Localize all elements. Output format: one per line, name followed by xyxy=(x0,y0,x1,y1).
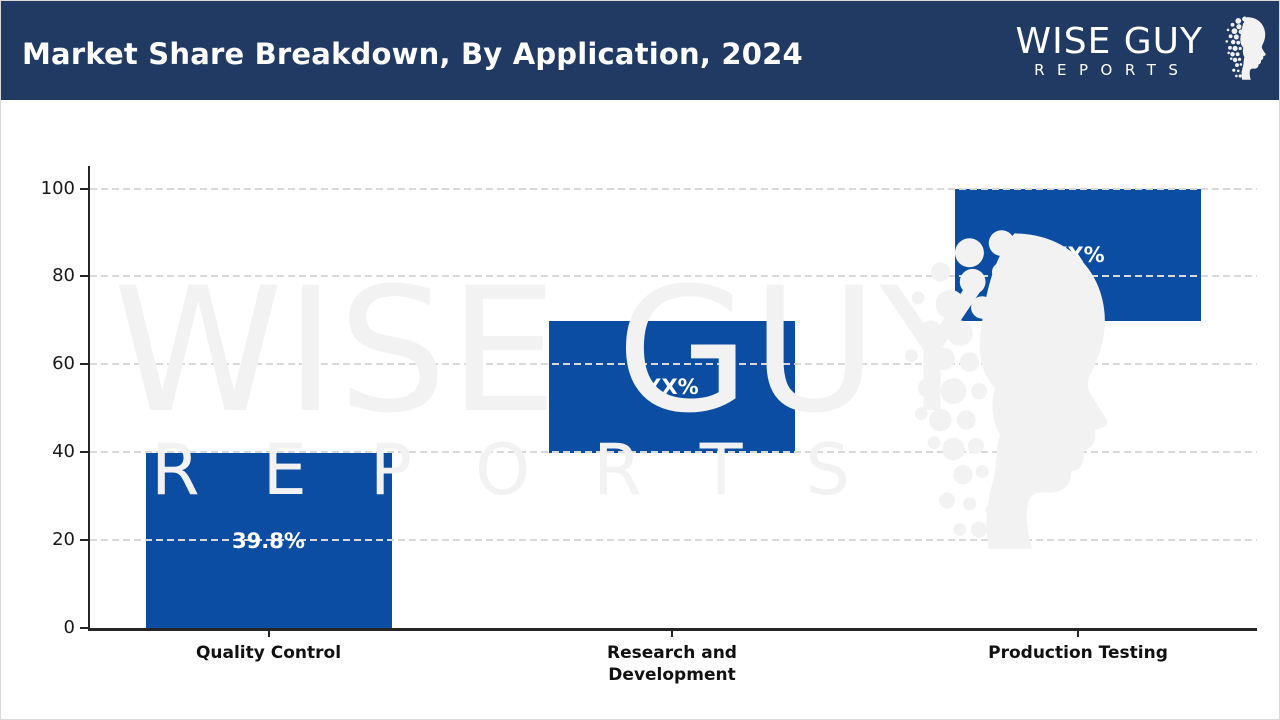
y-tick-label: 40 xyxy=(52,441,75,463)
gridline xyxy=(90,187,1257,190)
logo-reports-text: REPORTS xyxy=(1034,61,1191,80)
y-tick-label: 100 xyxy=(40,177,75,199)
y-tick-label: 0 xyxy=(63,617,75,638)
x-category-label: Research and Development xyxy=(607,643,737,686)
wise-guy-reports-logo: WISE GUY REPORTS xyxy=(1016,5,1270,97)
y-tick-mark xyxy=(80,627,89,629)
x-tick-mark xyxy=(267,628,270,637)
x-category-label: Production Testing xyxy=(988,643,1168,663)
y-tick-label: 60 xyxy=(52,353,75,375)
y-tick-label: 20 xyxy=(52,529,75,551)
bar-value-label: XX% xyxy=(645,374,699,399)
gridline xyxy=(90,363,1257,366)
bar-value-label: 39.8% xyxy=(232,528,305,553)
logo-wordmark: WISE GUY xyxy=(1015,20,1203,62)
logo-text: WISE GUY REPORTS xyxy=(1015,20,1204,80)
x-tick-mark xyxy=(671,628,673,637)
gridline xyxy=(90,451,1257,454)
y-tick-mark xyxy=(80,451,89,454)
y-tick-mark xyxy=(80,363,89,366)
watermark-dotted-head-icon xyxy=(905,230,1108,549)
watermark-wordmark: WISE GUY xyxy=(113,250,987,451)
watermark-reports-text: REPORTS xyxy=(151,429,913,511)
y-tick-mark xyxy=(80,187,89,190)
x-axis-spine xyxy=(88,628,1257,631)
header-bar: Market Share Breakdown, By Application, … xyxy=(1,1,1279,100)
y-tick-mark xyxy=(80,539,89,542)
x-category-label: Quality Control xyxy=(195,643,342,663)
y-tick-mark xyxy=(80,275,89,278)
chart-title: Market Share Breakdown, By Application, … xyxy=(22,37,803,71)
y-tick-label: 80 xyxy=(52,265,75,287)
gridline xyxy=(90,539,1257,542)
gridline xyxy=(90,275,1257,278)
logo-dotted-head-icon xyxy=(1225,16,1266,80)
x-tick-mark xyxy=(1077,628,1079,637)
chart-bar xyxy=(549,320,795,454)
y-axis-spine xyxy=(88,166,90,630)
